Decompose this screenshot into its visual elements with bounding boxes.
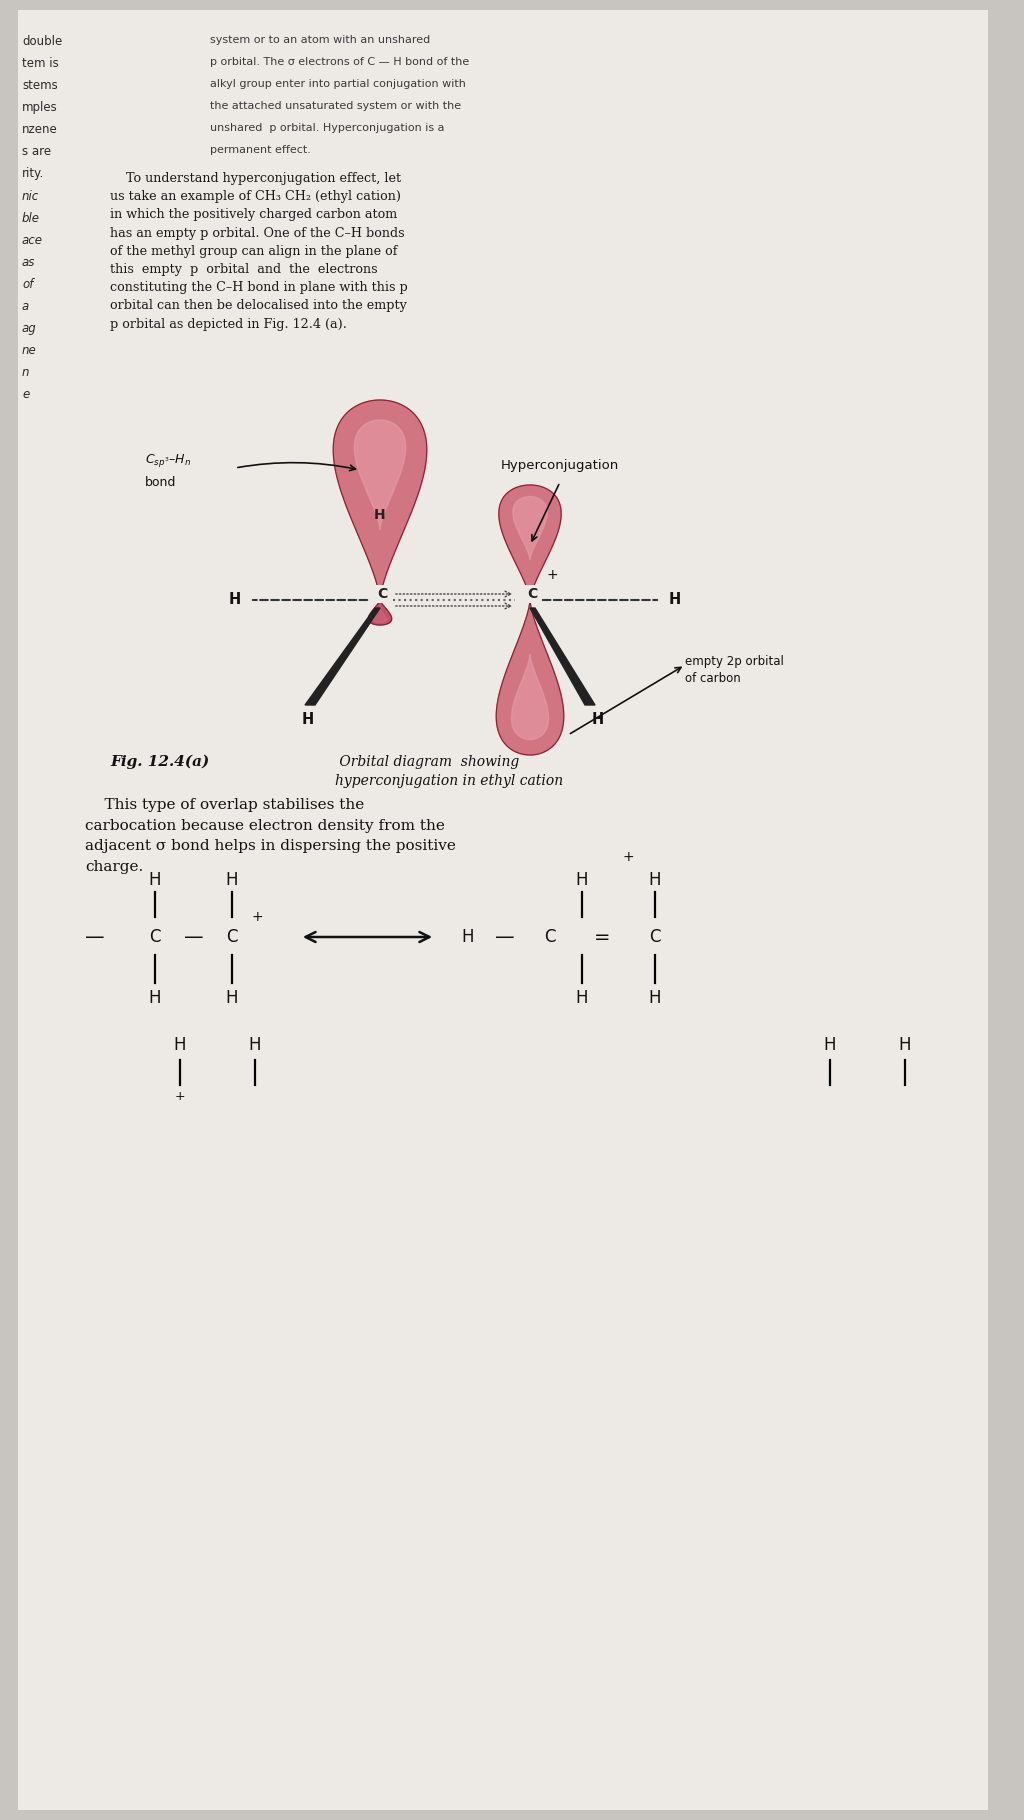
Text: double: double bbox=[22, 35, 62, 47]
Text: ble: ble bbox=[22, 211, 40, 226]
Text: the attached unsaturated system or with the: the attached unsaturated system or with … bbox=[210, 100, 461, 111]
Polygon shape bbox=[333, 400, 427, 601]
Text: H: H bbox=[899, 1036, 911, 1054]
Text: =: = bbox=[594, 928, 610, 946]
Polygon shape bbox=[513, 497, 547, 561]
Text: H: H bbox=[174, 1036, 186, 1054]
Text: p orbital. The σ electrons of C — H bond of the: p orbital. The σ electrons of C — H bond… bbox=[210, 56, 469, 67]
Text: +: + bbox=[546, 568, 558, 582]
Text: Hyperconjugation: Hyperconjugation bbox=[501, 459, 620, 471]
Text: ag: ag bbox=[22, 322, 37, 335]
Text: ne: ne bbox=[22, 344, 37, 357]
Text: bond: bond bbox=[145, 475, 176, 488]
Text: H: H bbox=[649, 872, 662, 888]
Text: H: H bbox=[462, 928, 474, 946]
Text: as: as bbox=[22, 257, 36, 269]
Text: stems: stems bbox=[22, 78, 57, 93]
Text: H: H bbox=[575, 988, 588, 1006]
Text: +: + bbox=[175, 1090, 185, 1103]
Polygon shape bbox=[499, 484, 561, 601]
Text: tem is: tem is bbox=[22, 56, 58, 69]
Text: permanent effect.: permanent effect. bbox=[210, 146, 311, 155]
Text: +: + bbox=[623, 850, 634, 864]
Text: H: H bbox=[148, 872, 161, 888]
Polygon shape bbox=[354, 420, 406, 530]
Text: C: C bbox=[527, 588, 538, 601]
Text: system or to an atom with an unshared: system or to an atom with an unshared bbox=[210, 35, 430, 46]
Polygon shape bbox=[511, 653, 549, 739]
Text: H: H bbox=[669, 593, 681, 608]
Text: nic: nic bbox=[22, 189, 39, 204]
Text: H: H bbox=[374, 508, 386, 522]
Text: To understand hyperconjugation effect, let
us take an example of CH₃ CH₂ (ethyl : To understand hyperconjugation effect, l… bbox=[110, 173, 408, 331]
Text: H: H bbox=[225, 872, 239, 888]
Polygon shape bbox=[369, 601, 392, 624]
Text: $C_{sp^3}$–$H_n$: $C_{sp^3}$–$H_n$ bbox=[145, 451, 191, 468]
Text: +: + bbox=[251, 910, 263, 925]
Text: This type of overlap stabilises the
carbocation because electron density from th: This type of overlap stabilises the carb… bbox=[85, 797, 456, 874]
Text: H: H bbox=[148, 988, 161, 1006]
Text: —: — bbox=[496, 928, 515, 946]
Text: ace: ace bbox=[22, 235, 43, 248]
Text: nzene: nzene bbox=[22, 124, 57, 136]
Text: H: H bbox=[225, 988, 239, 1006]
Text: —: — bbox=[184, 928, 204, 946]
Text: C: C bbox=[226, 928, 238, 946]
Text: H: H bbox=[575, 872, 588, 888]
Text: H: H bbox=[302, 712, 314, 728]
Text: C: C bbox=[377, 588, 387, 601]
Text: H: H bbox=[823, 1036, 837, 1054]
Text: Fig. 12.4(a): Fig. 12.4(a) bbox=[110, 755, 209, 770]
Polygon shape bbox=[497, 601, 564, 755]
Text: C: C bbox=[649, 928, 660, 946]
Text: H: H bbox=[249, 1036, 261, 1054]
Text: mples: mples bbox=[22, 100, 57, 115]
Text: H: H bbox=[592, 712, 604, 728]
Text: s are: s are bbox=[22, 146, 51, 158]
Text: n: n bbox=[22, 366, 30, 379]
Polygon shape bbox=[305, 608, 380, 704]
FancyBboxPatch shape bbox=[18, 9, 988, 1811]
Text: Orbital diagram  showing
hyperconjugation in ethyl cation: Orbital diagram showing hyperconjugation… bbox=[335, 755, 563, 788]
Text: a: a bbox=[22, 300, 30, 313]
Text: H: H bbox=[649, 988, 662, 1006]
Text: rity.: rity. bbox=[22, 167, 44, 180]
Text: empty 2p orbital
of carbon: empty 2p orbital of carbon bbox=[685, 655, 784, 684]
Text: unshared  p orbital. Hyperconjugation is a: unshared p orbital. Hyperconjugation is … bbox=[210, 124, 444, 133]
Polygon shape bbox=[374, 608, 386, 622]
Text: C: C bbox=[544, 928, 556, 946]
Text: alkyl group enter into partial conjugation with: alkyl group enter into partial conjugati… bbox=[210, 78, 466, 89]
Text: C: C bbox=[150, 928, 161, 946]
Polygon shape bbox=[530, 608, 595, 704]
Text: H: H bbox=[229, 593, 241, 608]
Text: —: — bbox=[85, 928, 104, 946]
Text: e: e bbox=[22, 388, 30, 400]
Text: of: of bbox=[22, 278, 34, 291]
